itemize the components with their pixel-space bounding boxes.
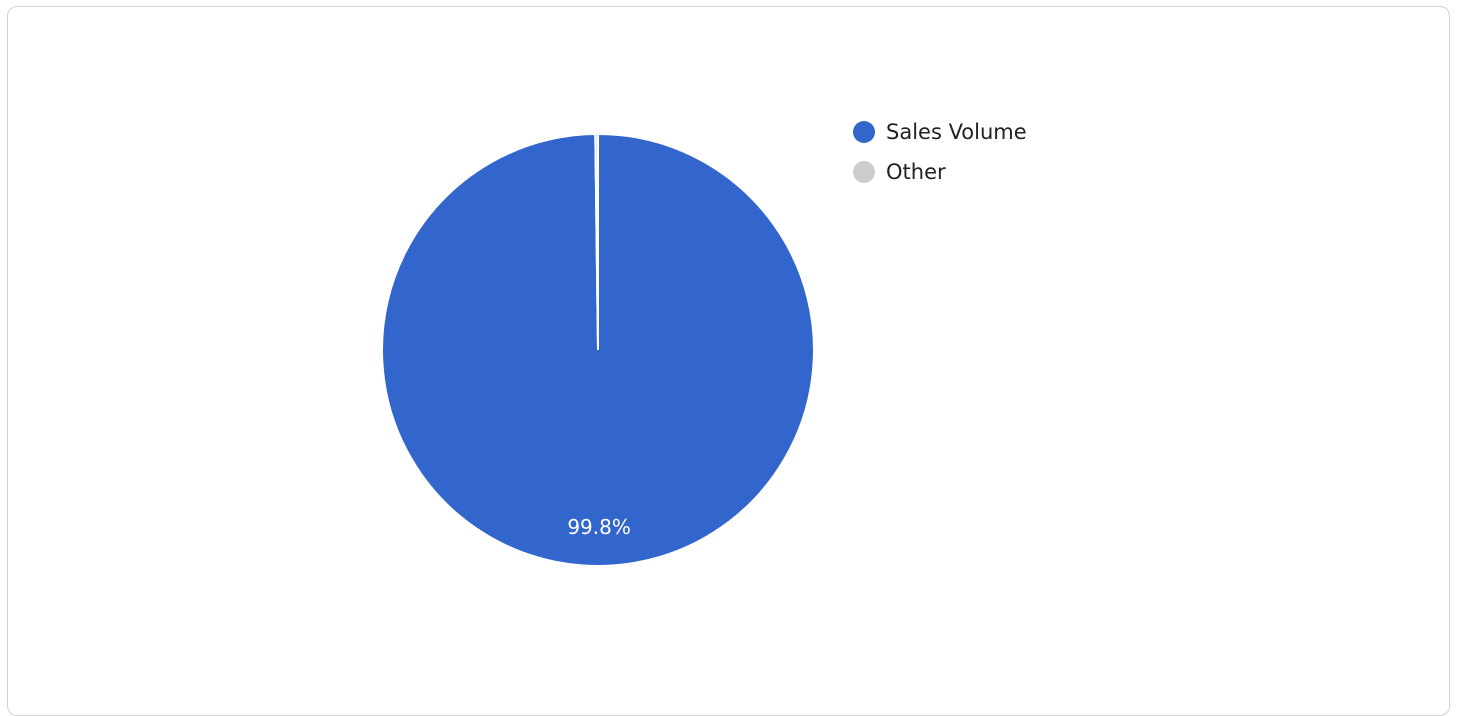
pie-data-label-sales-volume: 99.8% [567,515,631,539]
legend-label-sales-volume: Sales Volume [886,120,1027,144]
legend-swatch-sales-volume [853,121,875,143]
legend-label-other: Other [886,160,946,184]
legend-swatch-other [853,161,875,183]
pie-slice-other[interactable] [594,132,599,351]
legend-item-other[interactable]: Other [853,152,1027,192]
legend-item-sales-volume[interactable]: Sales Volume [853,112,1027,152]
legend: Sales Volume Other [853,112,1027,192]
